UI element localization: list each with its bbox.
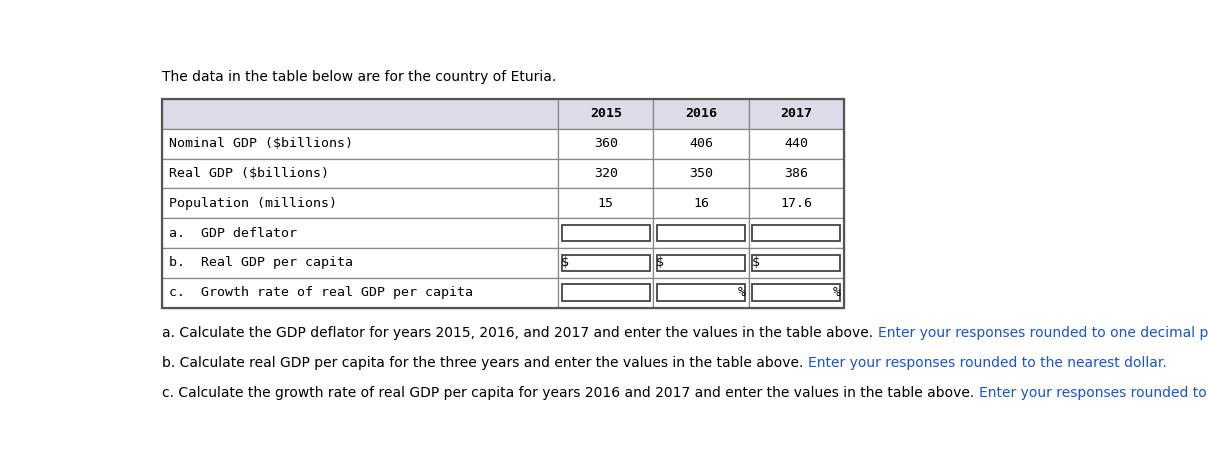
Text: a.  GDP deflator: a. GDP deflator: [169, 227, 297, 239]
Text: 320: 320: [594, 167, 617, 180]
Bar: [657, 285, 745, 301]
Bar: [749, 99, 843, 129]
Bar: [749, 159, 843, 189]
Bar: [162, 159, 558, 189]
Text: $: $: [751, 256, 760, 269]
Bar: [749, 248, 843, 278]
Text: 360: 360: [594, 137, 617, 150]
Text: The data in the table below are for the country of Eturia.: The data in the table below are for the …: [162, 70, 557, 84]
Text: 386: 386: [784, 167, 808, 180]
Text: Enter your responses rounded to one decimal place.: Enter your responses rounded to one deci…: [978, 386, 1208, 400]
Bar: [558, 159, 654, 189]
Text: Population (millions): Population (millions): [169, 197, 337, 210]
Bar: [162, 218, 558, 248]
Bar: [753, 255, 840, 271]
Bar: [162, 99, 843, 307]
Bar: [558, 129, 654, 159]
Text: 16: 16: [693, 197, 709, 210]
Bar: [558, 99, 654, 129]
Bar: [562, 255, 650, 271]
Text: $: $: [561, 256, 569, 269]
Bar: [657, 255, 745, 271]
Text: %: %: [738, 286, 745, 299]
Bar: [162, 129, 558, 159]
Bar: [749, 278, 843, 307]
Bar: [753, 285, 840, 301]
Bar: [749, 218, 843, 248]
Bar: [654, 278, 749, 307]
Text: 406: 406: [689, 137, 713, 150]
Text: c. Calculate the growth rate of real GDP per capita for years 2016 and 2017 and : c. Calculate the growth rate of real GDP…: [162, 386, 978, 400]
Bar: [654, 248, 749, 278]
Text: Nominal GDP ($billions): Nominal GDP ($billions): [169, 137, 353, 150]
Text: a. Calculate the GDP deflator for years 2015, 2016, and 2017 and enter the value: a. Calculate the GDP deflator for years …: [162, 326, 878, 340]
Bar: [654, 129, 749, 159]
Bar: [558, 278, 654, 307]
Bar: [162, 278, 558, 307]
Bar: [162, 189, 558, 218]
Text: b.  Real GDP per capita: b. Real GDP per capita: [169, 256, 353, 269]
Bar: [749, 189, 843, 218]
Bar: [654, 159, 749, 189]
Bar: [558, 248, 654, 278]
Text: c.  Growth rate of real GDP per capita: c. Growth rate of real GDP per capita: [169, 286, 472, 299]
Bar: [753, 225, 840, 241]
Text: Real GDP ($billions): Real GDP ($billions): [169, 167, 329, 180]
Bar: [654, 99, 749, 129]
Bar: [749, 129, 843, 159]
Text: 2015: 2015: [590, 107, 622, 121]
Bar: [562, 225, 650, 241]
Text: 2017: 2017: [780, 107, 812, 121]
Text: 17.6: 17.6: [780, 197, 812, 210]
Bar: [558, 218, 654, 248]
Text: 350: 350: [689, 167, 713, 180]
Bar: [654, 189, 749, 218]
Text: 2016: 2016: [685, 107, 718, 121]
Text: b. Calculate real GDP per capita for the three years and enter the values in the: b. Calculate real GDP per capita for the…: [162, 356, 808, 370]
Bar: [162, 99, 558, 129]
Text: Enter your responses rounded to the nearest dollar.: Enter your responses rounded to the near…: [808, 356, 1167, 370]
Text: 440: 440: [784, 137, 808, 150]
Bar: [558, 189, 654, 218]
Bar: [657, 225, 745, 241]
Text: $: $: [656, 256, 664, 269]
Bar: [562, 285, 650, 301]
Text: Enter your responses rounded to one decimal place.: Enter your responses rounded to one deci…: [878, 326, 1208, 340]
Text: 15: 15: [598, 197, 614, 210]
Bar: [654, 218, 749, 248]
Text: %: %: [834, 286, 841, 299]
Bar: [162, 248, 558, 278]
